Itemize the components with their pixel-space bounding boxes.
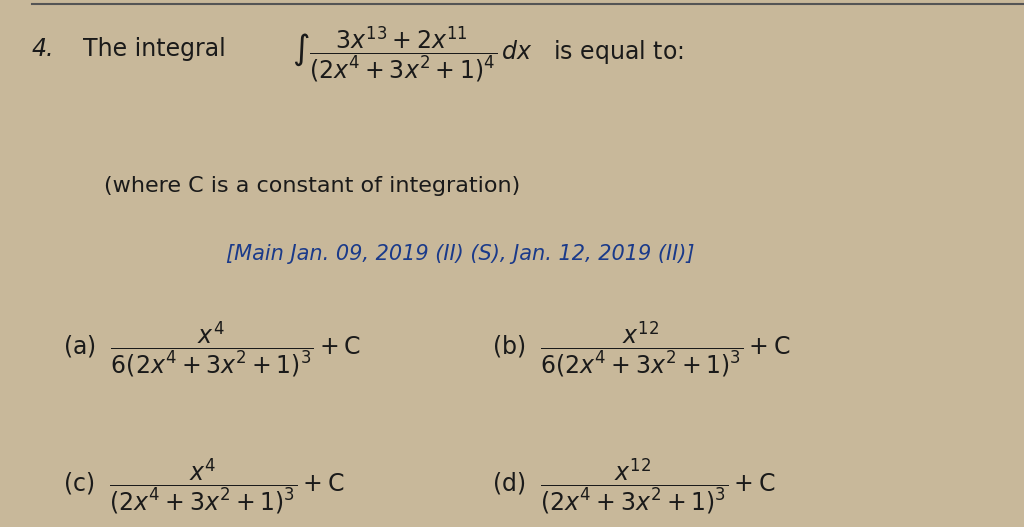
Text: The integral: The integral (83, 37, 226, 61)
Text: (c)  $\dfrac{x^4}{(2x^4+3x^2+1)^3}+\mathrm{C}$: (c) $\dfrac{x^4}{(2x^4+3x^2+1)^3}+\mathr… (62, 456, 344, 516)
Text: (d)  $\dfrac{x^{12}}{(2x^4+3x^2+1)^3}+\mathrm{C}$: (d) $\dfrac{x^{12}}{(2x^4+3x^2+1)^3}+\ma… (492, 456, 775, 516)
Text: (where C is a constant of integration): (where C is a constant of integration) (103, 175, 520, 196)
Text: $\int\dfrac{3x^{13}+2x^{11}}{(2x^4+3x^2+1)^4}\,dx$   is equal to:: $\int\dfrac{3x^{13}+2x^{11}}{(2x^4+3x^2+… (293, 24, 684, 84)
Text: (a)  $\dfrac{x^4}{6(2x^4+3x^2+1)^3}+\mathrm{C}$: (a) $\dfrac{x^4}{6(2x^4+3x^2+1)^3}+\math… (62, 319, 360, 379)
Text: (b)  $\dfrac{x^{12}}{6(2x^4+3x^2+1)^3}+\mathrm{C}$: (b) $\dfrac{x^{12}}{6(2x^4+3x^2+1)^3}+\m… (492, 319, 790, 379)
Text: 4.: 4. (32, 37, 54, 61)
Text: [Main Jan. 09, 2019 (II) (S), Jan. 12, 2019 (II)]: [Main Jan. 09, 2019 (II) (S), Jan. 12, 2… (226, 243, 694, 264)
